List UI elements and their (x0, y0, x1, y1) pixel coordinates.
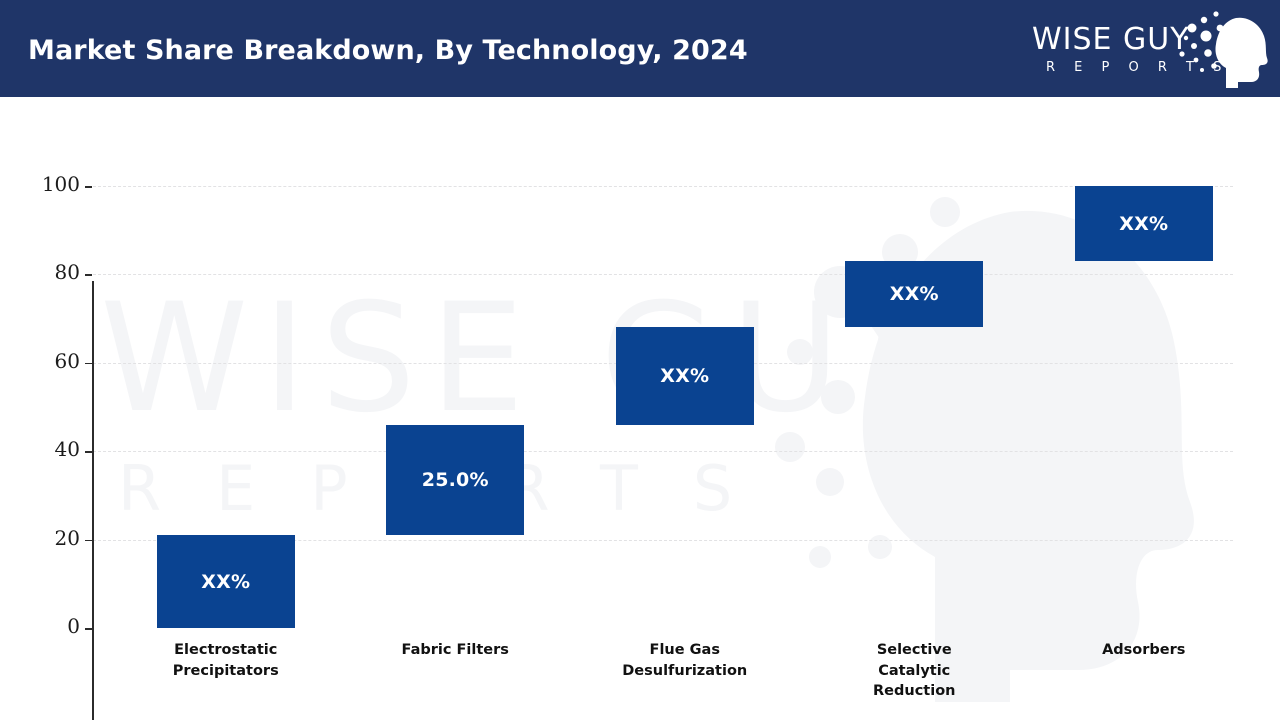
gridline (93, 186, 1233, 187)
gridline (93, 451, 1233, 453)
bar[interactable]: XX% (845, 261, 984, 328)
bar-value-label: XX% (1119, 212, 1169, 235)
y-axis-tick-label: 20 (54, 525, 80, 550)
y-axis-tick-mark (85, 539, 92, 542)
y-axis-tick-mark (85, 362, 92, 365)
head-dots-icon (1179, 11, 1268, 89)
y-axis-tick-label: 0 (67, 614, 80, 638)
logo-wordmark-secondary: R E P O R T S (1046, 60, 1229, 75)
x-axis-category-label: Flue Gas Desulfurization (622, 642, 748, 679)
y-axis-tick-label: 80 (54, 260, 80, 285)
bar-value-label: XX% (201, 570, 251, 593)
logo-wordmark-primary: WISE GUY (1032, 22, 1190, 57)
bar-value-label: XX% (660, 365, 710, 388)
x-axis-category-label: Electrostatic Precipitators (172, 642, 279, 679)
y-axis-tick-label: 100 (41, 172, 80, 196)
brand-logo: WISE GUY R E P O R T S (1024, 8, 1274, 92)
y-axis-tick-mark (85, 274, 92, 276)
x-axis-category-label: Adsorbers (1102, 642, 1186, 658)
bar[interactable]: 25.0% (386, 424, 525, 536)
gridline (93, 274, 1233, 276)
bar[interactable]: XX% (615, 327, 754, 425)
y-axis-line (92, 281, 95, 720)
y-axis-tick-mark (85, 628, 92, 630)
gridline (93, 539, 1233, 541)
y-axis-tick-mark (85, 451, 92, 453)
bar-value-label: 25.0% (421, 468, 489, 491)
page-title: Market Share Breakdown, By Technology, 2… (28, 35, 748, 66)
x-axis-category-label: Fabric Filters (401, 642, 509, 658)
bar[interactable]: XX% (156, 535, 295, 628)
bar[interactable]: XX% (1074, 186, 1213, 262)
page-header: Market Share Breakdown, By Technology, 2… (0, 0, 1280, 97)
x-axis-category-label: Selective Catalytic Reduction (873, 642, 956, 699)
y-axis-tick-mark (85, 186, 92, 188)
bar-value-label: XX% (889, 283, 939, 306)
y-axis-tick-label: 40 (54, 437, 80, 462)
watermark-text-primary: WISE GUY (100, 272, 960, 446)
y-axis-tick-label: 60 (54, 348, 80, 373)
